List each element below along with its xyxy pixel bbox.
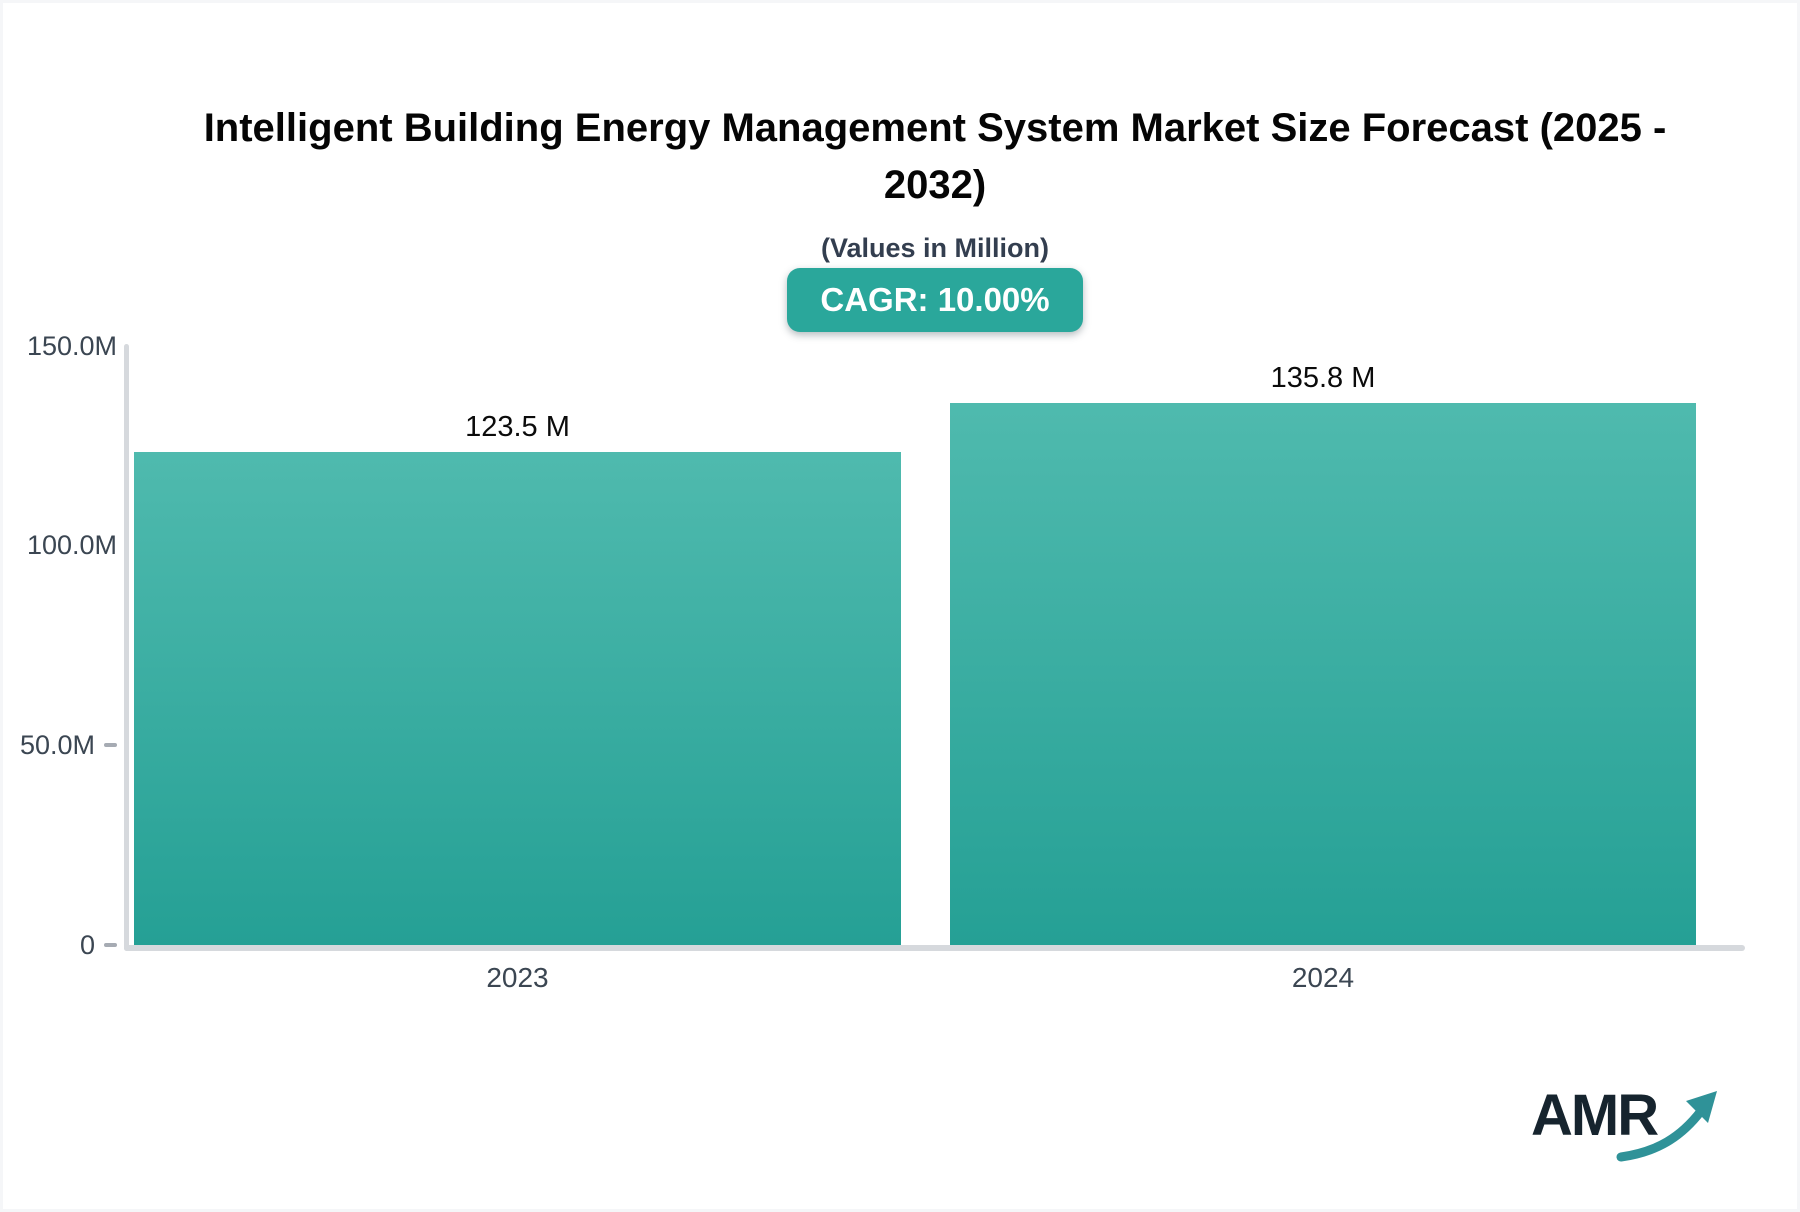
bar-2024[interactable] bbox=[950, 402, 1696, 945]
chart-title-line2: 2032) bbox=[883, 163, 987, 207]
bar-group-2023: 123.5 M 2023 bbox=[134, 346, 901, 993]
cagr-badge: CAGR: 10.00% bbox=[787, 268, 1083, 332]
amr-logo-text: AMR bbox=[1531, 1083, 1659, 1148]
y-axis-line bbox=[124, 344, 129, 951]
y-axis-labels: 150.0M 100.0M 50.0M 0 bbox=[3, 331, 117, 960]
x-axis-line bbox=[124, 945, 1745, 951]
y-tick: 100.0M bbox=[26, 530, 117, 561]
y-tick-label: 0 bbox=[79, 929, 95, 960]
growth-arrow-icon bbox=[1616, 1091, 1717, 1162]
chart-header: Intelligent Building Energy Management S… bbox=[125, 3, 1745, 332]
chart-subtitle: (Values in Million) bbox=[820, 233, 1050, 263]
tick-mark bbox=[104, 943, 117, 947]
chart-title-line1: Intelligent Building Energy Management S… bbox=[203, 106, 1667, 150]
tick-mark bbox=[104, 743, 117, 748]
plot-area: 123.5 M 2023 135.8 M 2024 bbox=[129, 346, 1745, 993]
y-tick-label: 100.0M bbox=[26, 530, 117, 561]
x-axis-label-2023: 2023 bbox=[486, 962, 549, 993]
bar-2023[interactable] bbox=[134, 451, 901, 945]
y-tick: 50.0M bbox=[20, 730, 117, 760]
amr-logo: AMR bbox=[1531, 1083, 1717, 1165]
bar-value-label: 135.8 M bbox=[1270, 361, 1376, 394]
chart-title: Intelligent Building Energy Management S… bbox=[125, 100, 1745, 214]
bar-group-2024: 135.8 M 2024 bbox=[950, 346, 1696, 993]
chart-card: Intelligent Building Energy Management S… bbox=[3, 3, 1797, 1209]
x-axis-label-2024: 2024 bbox=[1291, 962, 1355, 993]
y-tick-label: 150.0M bbox=[26, 330, 117, 361]
y-tick: 150.0M bbox=[27, 331, 117, 361]
y-tick-label: 50.0M bbox=[19, 729, 95, 760]
y-tick: 0 bbox=[80, 930, 117, 960]
bar-value-label: 123.5 M bbox=[465, 410, 570, 443]
